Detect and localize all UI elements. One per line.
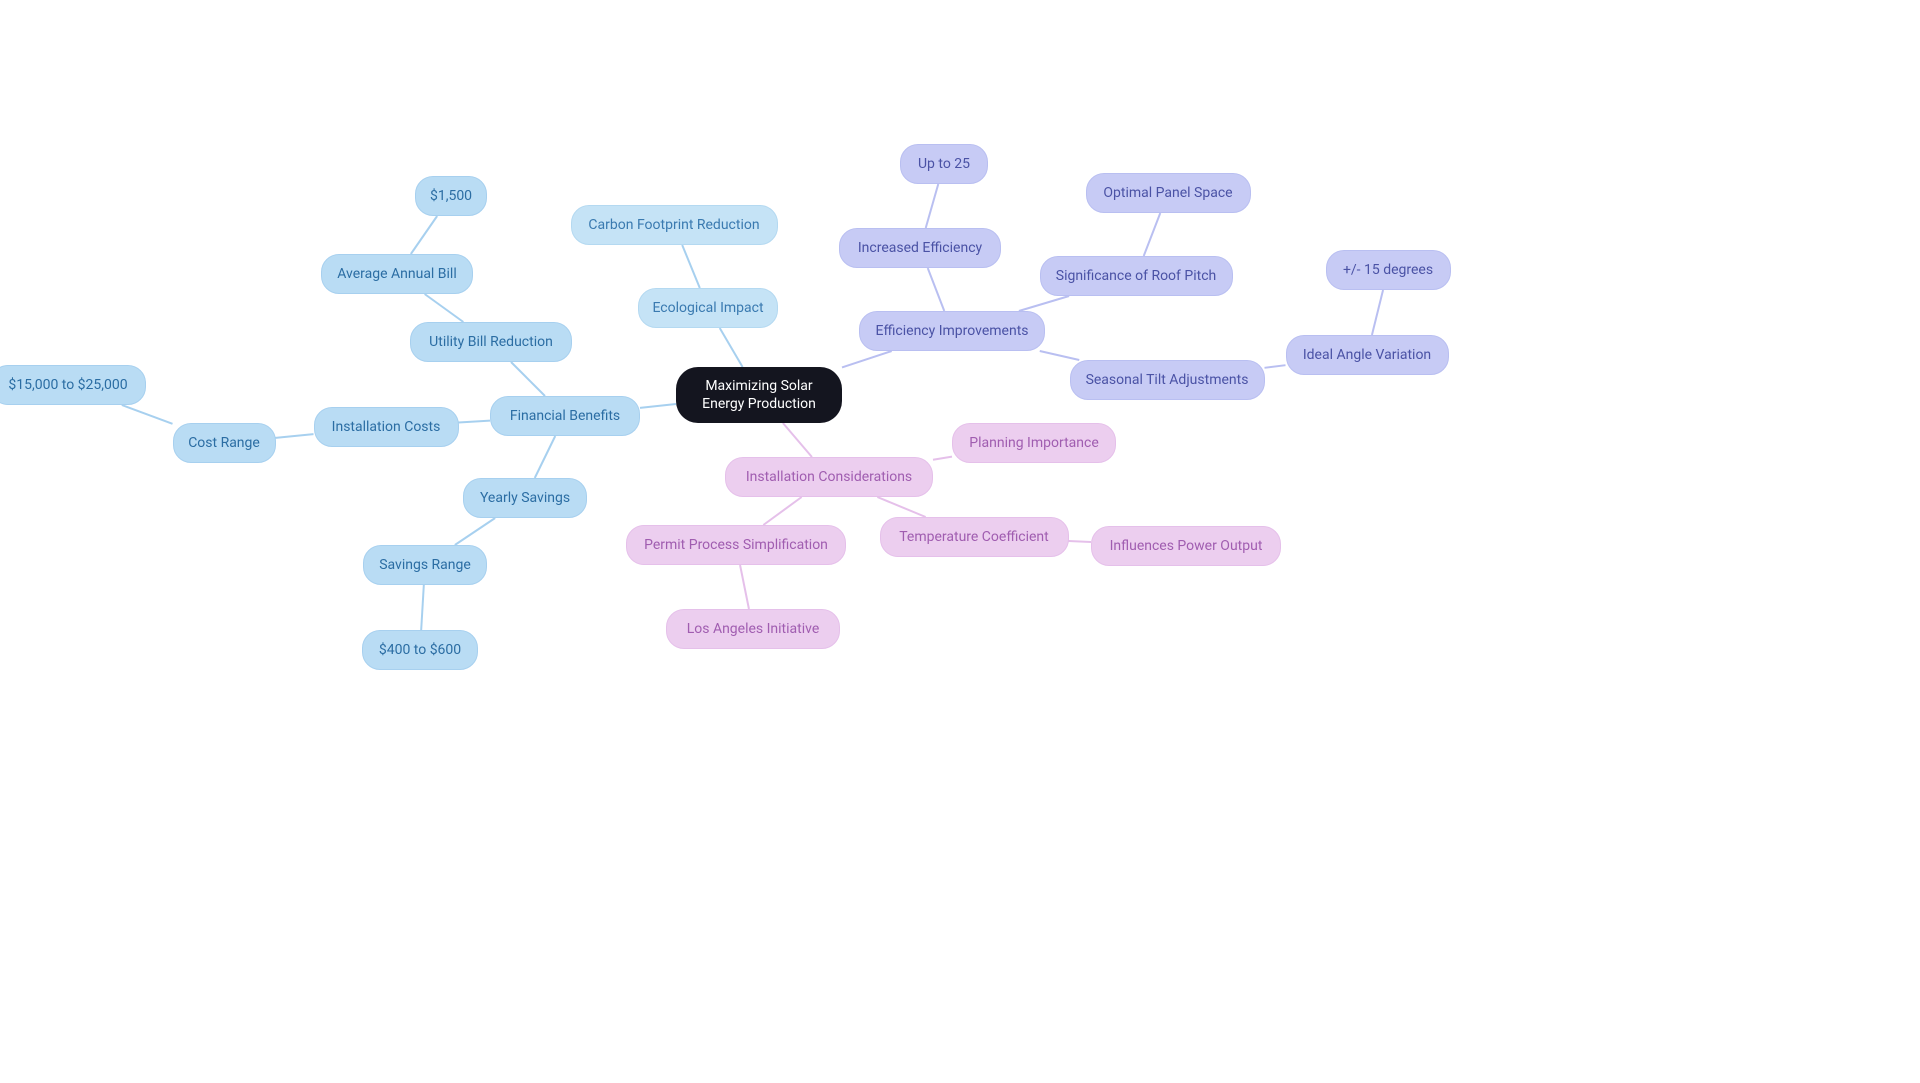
edge-fin-util [511, 362, 545, 396]
edge-root-instcons [783, 423, 812, 457]
node-instcons: Installation Considerations [725, 457, 933, 497]
node-util: Utility Bill Reduction [410, 322, 572, 362]
edge-eff-pitch [1019, 296, 1069, 311]
edge-fin-instcost [459, 421, 491, 423]
node-cost15k: $15,000 to $25,000 [0, 365, 146, 405]
edge-savrange-sav400 [421, 585, 424, 630]
node-power: Influences Power Output [1091, 526, 1281, 566]
edge-eff-tilt [1040, 351, 1079, 360]
node-pitch: Significance of Roof Pitch [1040, 256, 1233, 296]
edge-pitch-optspace [1144, 213, 1161, 256]
edge-eff-inceff [928, 268, 945, 311]
edge-inceff-up25 [926, 184, 939, 228]
node-fin: Financial Benefits [490, 396, 640, 436]
edge-eco-carbon [682, 245, 700, 288]
node-eff: Efficiency Improvements [859, 311, 1045, 351]
edge-instcons-plan [933, 457, 952, 460]
node-bill1500: $1,500 [415, 176, 487, 216]
node-tilt: Seasonal Tilt Adjustments [1070, 360, 1265, 400]
node-savrange: Savings Range [363, 545, 487, 585]
edge-instcons-tempco [877, 497, 925, 517]
edge-tempco-power [1069, 541, 1092, 542]
edge-root-eco [720, 328, 743, 367]
node-sav400: $400 to $600 [362, 630, 478, 670]
edge-avgbill-bill1500 [411, 216, 437, 254]
node-eco: Ecological Impact [638, 288, 778, 328]
node-inceff: Increased Efficiency [839, 228, 1001, 268]
node-deg15: +/- 15 degrees [1326, 250, 1451, 290]
node-plan: Planning Importance [952, 423, 1116, 463]
edge-anglevar-deg15 [1372, 290, 1383, 335]
edge-root-eff [842, 351, 892, 367]
node-la: Los Angeles Initiative [666, 609, 840, 649]
edge-costrange-cost15k [122, 405, 173, 424]
edge-permit-la [740, 565, 749, 609]
node-instcost: Installation Costs [314, 407, 459, 447]
node-avgbill: Average Annual Bill [321, 254, 473, 294]
node-anglevar: Ideal Angle Variation [1286, 335, 1449, 375]
edge-yrsav-savrange [455, 518, 495, 545]
node-costrange: Cost Range [173, 423, 276, 463]
node-up25: Up to 25 [900, 144, 988, 184]
edge-fin-yrsav [535, 436, 555, 478]
node-yrsav: Yearly Savings [463, 478, 587, 518]
edge-root-fin [640, 404, 676, 408]
edge-util-avgbill [425, 294, 464, 322]
node-permit: Permit Process Simplification [626, 525, 846, 565]
node-root: Maximizing Solar Energy Production [676, 367, 842, 423]
node-tempco: Temperature Coefficient [880, 517, 1069, 557]
node-carbon: Carbon Footprint Reduction [571, 205, 778, 245]
edge-instcons-permit [763, 497, 801, 525]
node-optspace: Optimal Panel Space [1086, 173, 1251, 213]
edge-instcost-costrange [276, 434, 314, 438]
edge-tilt-anglevar [1265, 365, 1286, 368]
